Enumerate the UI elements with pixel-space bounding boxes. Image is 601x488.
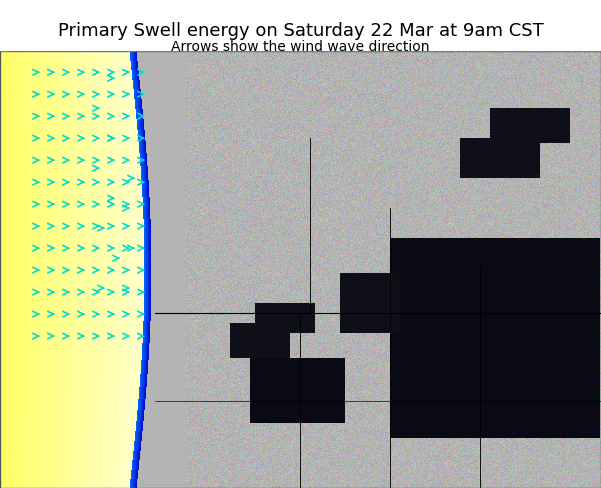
Text: Primary Swell energy on Saturday 22 Mar at 9am CST: Primary Swell energy on Saturday 22 Mar … <box>58 22 543 40</box>
Text: Arrows show the wind wave direction: Arrows show the wind wave direction <box>171 40 430 54</box>
